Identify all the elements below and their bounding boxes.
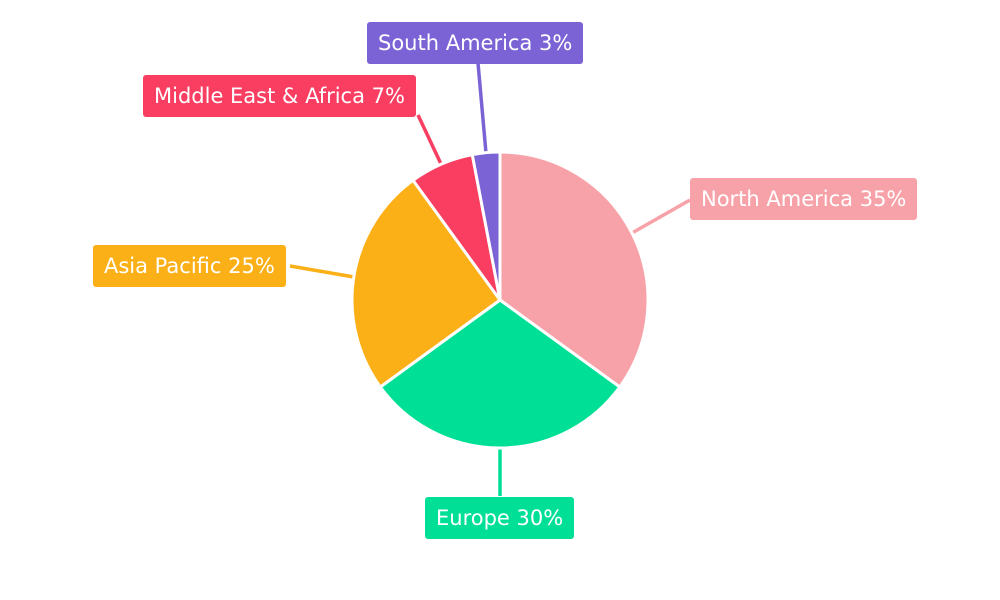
label-south-america: South America 3% <box>367 22 584 64</box>
leader-line-north-america <box>631 198 691 235</box>
pie-slices <box>350 150 650 450</box>
leader-line-asia-pacific <box>289 264 355 279</box>
pie-slice-north-america[interactable] <box>498 150 650 389</box>
leader-line-south-america <box>476 62 488 154</box>
label-europe: Europe 30% <box>425 497 575 539</box>
label-north-america: North America 35% <box>690 178 918 220</box>
label-middle-east-africa: Middle East & Africa 7% <box>143 75 416 117</box>
leader-lines <box>289 62 691 496</box>
leader-line-middle-east-africa <box>416 114 443 165</box>
label-asia-pacific: Asia Pacific 25% <box>93 245 286 287</box>
pie-slice-asia-pacific[interactable] <box>350 178 502 389</box>
pie-slice-south-america[interactable] <box>470 150 502 302</box>
pie-slice-europe[interactable] <box>378 298 622 450</box>
